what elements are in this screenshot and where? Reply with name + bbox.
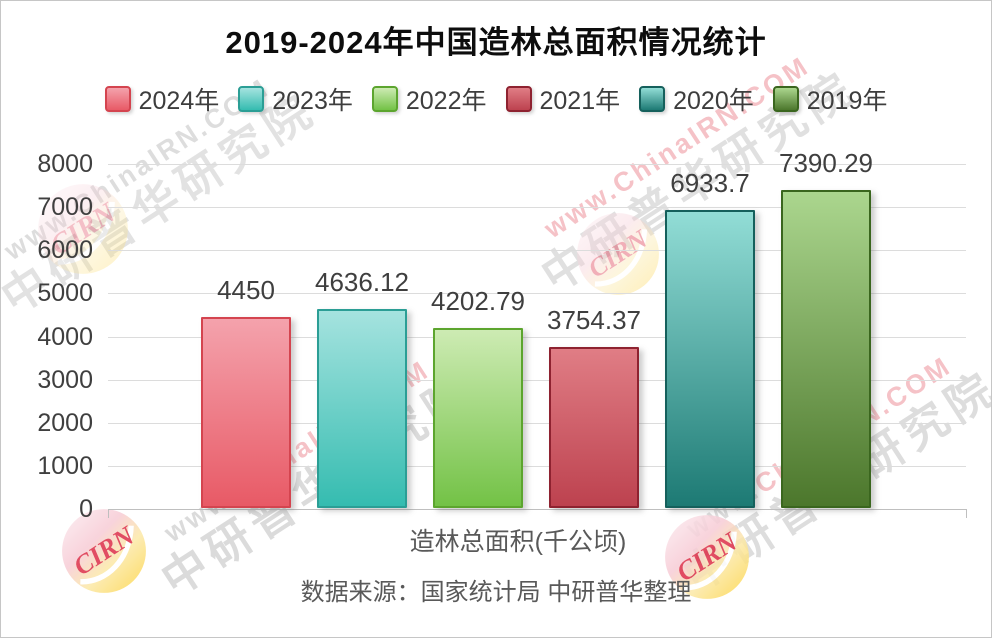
bar-2023年 [317,309,407,508]
bar-value-label: 7390.29 [779,148,873,178]
legend-item-2019年: 2019年 [772,81,888,117]
bar-value-label: 6933.7 [670,168,750,198]
y-tick-label: 2000 [37,409,93,437]
y-tick-label: 0 [79,495,93,523]
y-tick-label: 8000 [37,150,93,178]
gridline [108,207,966,208]
axis-end-tick [966,509,967,518]
data-source: 数据来源：国家统计局 中研普华整理 [300,579,692,606]
gridline [108,466,966,467]
gridline [108,337,966,338]
legend-label: 2024年 [138,87,220,115]
legend-label: 2022年 [405,87,487,115]
legend-item-2023年: 2023年 [238,81,353,117]
bar-2022年 [433,328,523,508]
legend-item-2022年: 2022年 [371,81,487,117]
legend-item-2024年: 2024年 [104,81,220,117]
y-tick-label: 4000 [37,323,93,351]
gridline [108,250,966,251]
gridline [108,380,966,381]
axis-end-tick [108,509,109,518]
y-tick-label: 3000 [37,366,93,394]
legend-item-2021年: 2021年 [505,81,621,117]
y-tick-label: 5000 [37,279,93,307]
legend-swatch-icon [371,86,398,112]
legend-swatch-icon [104,86,131,112]
y-tick-label: 1000 [37,452,93,480]
bar-value-label: 4450 [217,275,275,305]
legend: 2024年 2023年 2022年 2021年 2020年 2019年 [1,81,991,117]
bar-value-label: 3754.37 [547,305,641,335]
chart-title: 2019-2024年中国造林总面积情况统计 [225,25,767,60]
gridline [108,423,966,424]
bar-value-label: 4636.12 [315,267,409,297]
legend-swatch-icon [238,86,265,112]
legend-swatch-icon [639,86,666,112]
bar-2021年 [549,347,639,508]
legend-label: 2021年 [539,87,621,115]
legend-swatch-icon [505,86,532,112]
legend-swatch-icon [772,86,799,112]
legend-item-2020年: 2020年 [639,81,754,117]
bar-value-label: 4202.79 [431,286,525,316]
legend-label: 2020年 [673,87,754,115]
gridline [108,164,966,165]
gridline [108,293,966,294]
y-tick-label: 6000 [37,236,93,264]
x-axis-line [108,509,966,510]
bar-2020年 [665,210,755,508]
legend-label: 2023年 [272,87,353,115]
x-axis-title: 造林总面积(千公顷) [409,528,627,556]
y-tick-label: 7000 [37,193,93,221]
legend-label: 2019年 [806,87,888,115]
bar-2024年 [201,317,291,508]
bar-2019年 [781,190,871,508]
